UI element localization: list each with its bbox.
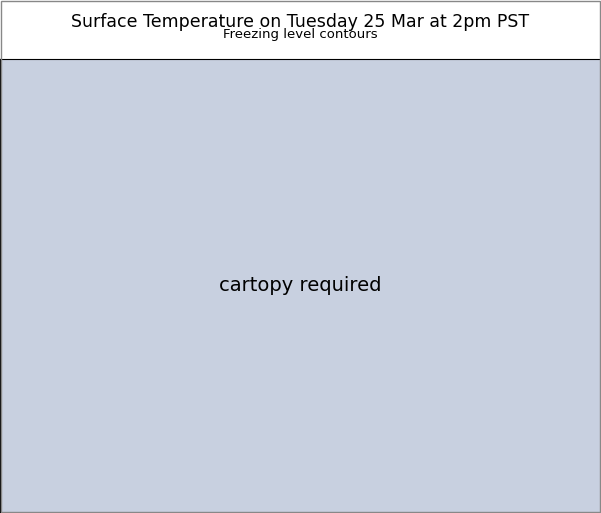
- Text: Freezing level contours: Freezing level contours: [223, 28, 378, 41]
- Text: Surface Temperature on Tuesday 25 Mar at 2pm PST: Surface Temperature on Tuesday 25 Mar at…: [72, 13, 529, 31]
- Text: cartopy required: cartopy required: [219, 277, 382, 295]
